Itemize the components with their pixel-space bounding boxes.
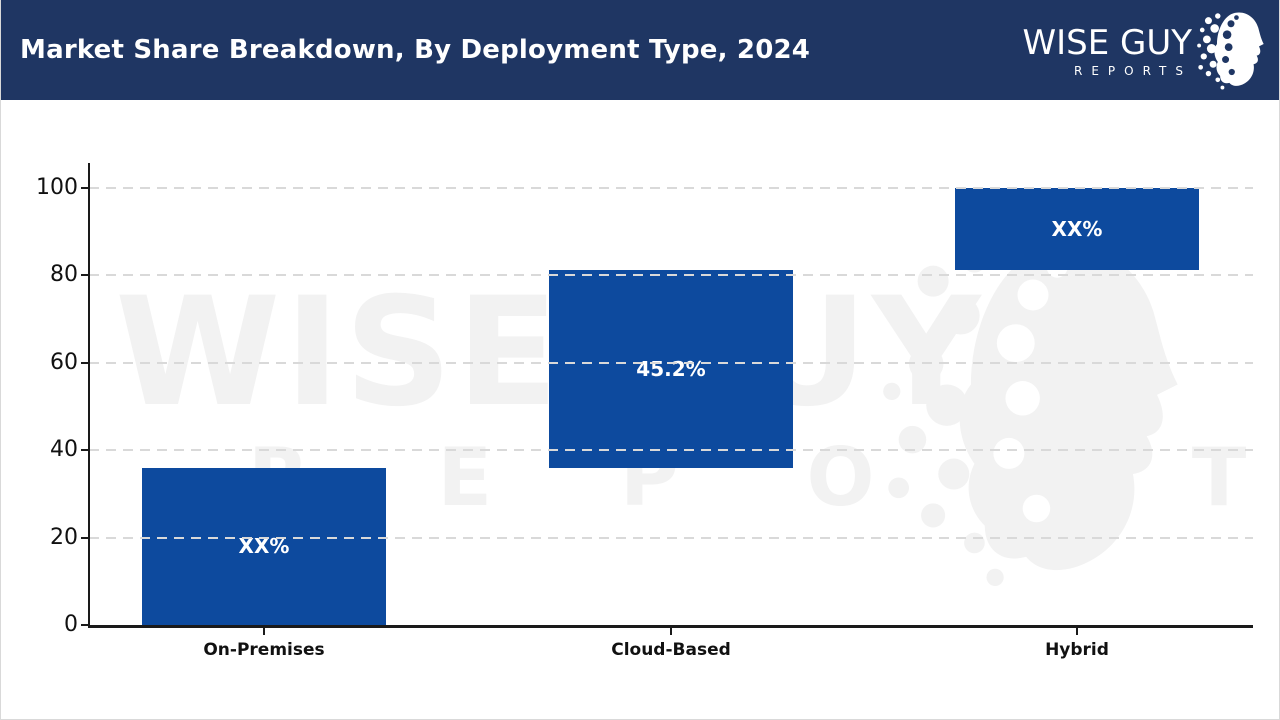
brand-logo-text: WISE GUY REPORTS bbox=[1022, 23, 1192, 79]
y-tick-mark-60 bbox=[81, 361, 89, 364]
brand-logo: WISE GUY REPORTS bbox=[1022, 8, 1266, 94]
gridline-60 bbox=[89, 361, 1253, 364]
y-tick-label-20: 20 bbox=[50, 524, 78, 550]
chart-title: Market Share Breakdown, By Deployment Ty… bbox=[20, 35, 811, 65]
x-tick-mark-hybrid bbox=[1076, 628, 1078, 635]
y-tick-label-60: 60 bbox=[50, 349, 78, 375]
bar-value-label-cloud-based: 45.2% bbox=[636, 356, 706, 381]
bar-on-premises: XX% bbox=[142, 467, 386, 625]
y-tick-label-80: 80 bbox=[50, 262, 78, 287]
bar-value-label-hybrid: XX% bbox=[1051, 216, 1103, 241]
logo-subtext: REPORTS bbox=[1073, 64, 1192, 78]
y-tick-label-0: 0 bbox=[64, 612, 78, 637]
y-axis-spine bbox=[88, 163, 90, 628]
x-axis-spine bbox=[88, 625, 1253, 628]
gridline-20 bbox=[89, 536, 1253, 539]
y-tick-mark-20 bbox=[81, 536, 89, 539]
x-category-label-on-premises: On-Premises bbox=[203, 640, 325, 660]
dotted-head-logo-icon bbox=[1197, 12, 1264, 90]
x-category-label-cloud-based: Cloud-Based bbox=[611, 640, 731, 660]
bar-hybrid: XX% bbox=[955, 187, 1199, 270]
y-tick-mark-0 bbox=[81, 624, 89, 626]
x-category-label-hybrid: Hybrid bbox=[1045, 640, 1109, 660]
gridline-40 bbox=[89, 449, 1253, 451]
gridline-100 bbox=[89, 186, 1253, 189]
logo-wordmark: WISE GUY bbox=[1022, 23, 1192, 63]
x-tick-mark-cloud-based bbox=[670, 628, 672, 635]
y-tick-mark-100 bbox=[81, 186, 89, 189]
x-tick-mark-on-premises bbox=[263, 628, 265, 635]
y-tick-mark-40 bbox=[81, 449, 89, 451]
gridline-80 bbox=[89, 274, 1253, 276]
header-bar: Market Share Breakdown, By Deployment Ty… bbox=[0, 0, 1280, 100]
bar-cloud-based: 45.2% bbox=[549, 269, 793, 468]
y-tick-mark-80 bbox=[81, 274, 89, 276]
y-tick-label-40: 40 bbox=[50, 437, 78, 462]
y-tick-label-100: 100 bbox=[36, 174, 78, 200]
